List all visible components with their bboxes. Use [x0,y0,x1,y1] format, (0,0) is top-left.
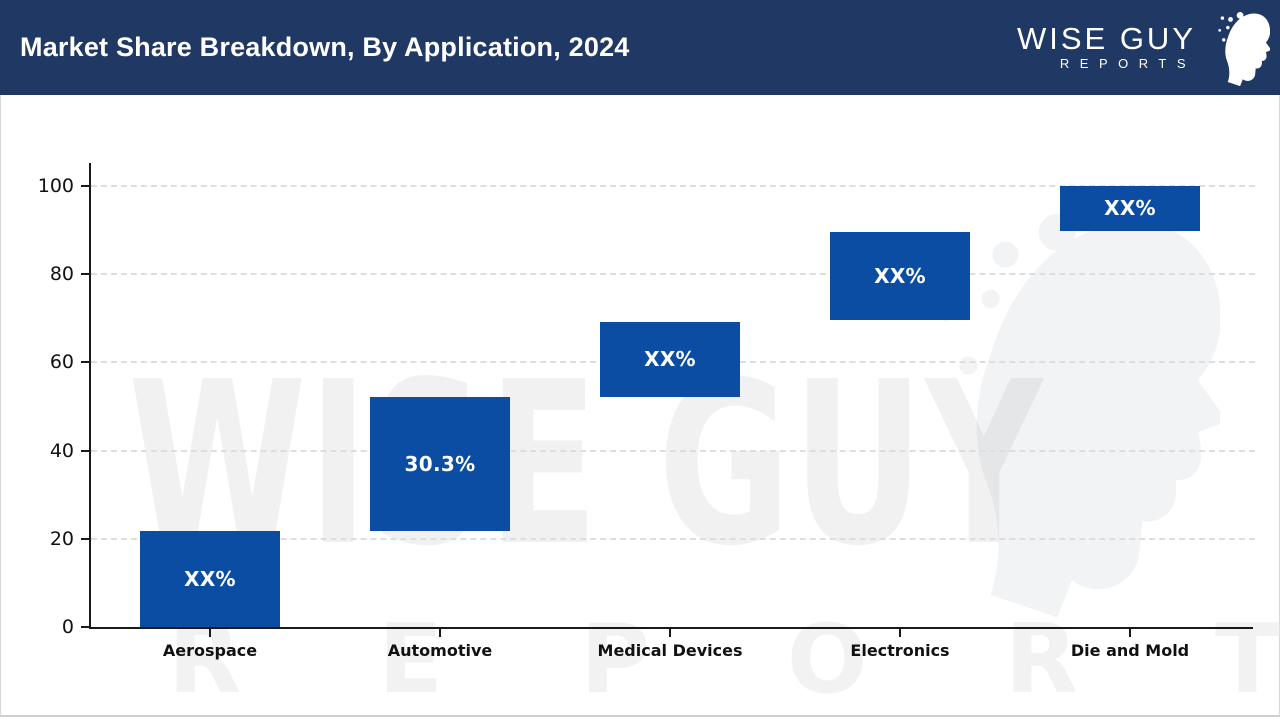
bar-value-label: XX% [644,347,696,372]
x-tick [439,629,441,637]
y-tick-label: 20 [49,527,74,550]
x-tick-label: Die and Mold [1070,641,1190,660]
face-profile-icon [1218,11,1270,86]
gridline [91,273,1255,276]
bar: XX% [1060,186,1200,231]
y-tick-label: 40 [49,439,74,462]
y-tick [81,361,89,364]
y-tick [81,537,89,540]
y-tick [81,185,89,187]
bar-value-label: XX% [874,263,926,288]
x-tick-label: Medical Devices [597,641,743,660]
y-tick-label: 100 [37,175,74,197]
bar-value-label: 30.3% [404,452,476,477]
frame-border-left [0,95,1,717]
bar: 30.3% [370,397,510,531]
brand-text: WISE GUY REPORTS [1016,21,1196,71]
y-tick-label: 0 [61,616,74,638]
bar: XX% [600,321,740,397]
y-tick [81,273,89,276]
gridline [91,449,1255,452]
y-tick-label: 60 [49,351,74,374]
bar-value-label: XX% [184,566,236,591]
y-tick [81,449,89,452]
x-tick [669,629,671,637]
x-tick-label: Electronics [850,641,950,660]
page-title: Market Share Breakdown, By Application, … [20,32,630,62]
x-tick [1129,629,1131,637]
x-tick-label: Automotive [387,641,493,660]
y-tick-label: 80 [49,263,74,286]
x-tick-label: Aerospace [162,641,258,660]
frame-border-bottom [0,715,1280,717]
y-axis-line [89,163,91,629]
bar-value-label: XX% [1104,196,1156,221]
y-tick [81,626,89,628]
x-axis-line [89,627,1253,629]
x-tick [899,629,901,637]
header-bar: Market Share Breakdown, By Application, … [0,0,1280,95]
gridline [91,185,1255,187]
brand-tagline: REPORTS [1059,56,1196,71]
bar: XX% [140,530,280,627]
watermark-face-icon [938,213,1220,618]
brand-logo: WISE GUY REPORTS [1017,9,1280,87]
x-tick [209,629,211,637]
gridline [91,537,1255,540]
bar: XX% [830,231,970,321]
brand-wordmark: WISE GUY [1016,21,1196,56]
